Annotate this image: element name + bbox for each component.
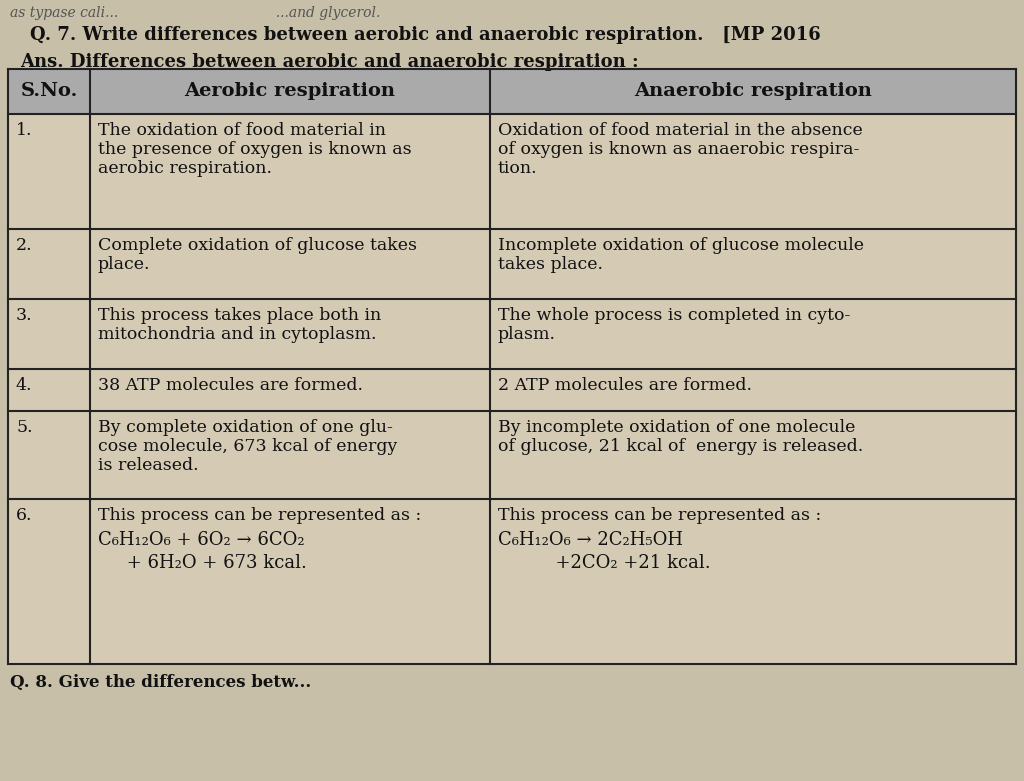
Text: takes place.: takes place. (498, 256, 603, 273)
Text: 1.: 1. (16, 122, 33, 139)
Text: C₆H₁₂O₆ + 6O₂ → 6CO₂: C₆H₁₂O₆ + 6O₂ → 6CO₂ (98, 531, 304, 549)
Text: 2.: 2. (16, 237, 33, 254)
Text: the presence of oxygen is known as: the presence of oxygen is known as (98, 141, 412, 158)
Text: C₆H₁₂O₆ → 2C₂H₅OH: C₆H₁₂O₆ → 2C₂H₅OH (498, 531, 683, 549)
Text: The oxidation of food material in: The oxidation of food material in (98, 122, 386, 139)
Text: Ans. Differences between aerobic and anaerobic respiration :: Ans. Differences between aerobic and ana… (20, 53, 639, 71)
Text: aerobic respiration.: aerobic respiration. (98, 160, 272, 177)
Bar (8, 114, 1016, 229)
Text: Anaerobic respiration: Anaerobic respiration (634, 83, 872, 101)
Text: Q. 8. Give the differences betw...: Q. 8. Give the differences betw... (10, 674, 311, 691)
Text: This process can be represented as :: This process can be represented as : (498, 507, 821, 524)
Text: tion.: tion. (498, 160, 538, 177)
Text: Q. 7. Write differences between aerobic and anaerobic respiration.   [MP 2016: Q. 7. Write differences between aerobic … (30, 26, 821, 44)
Text: S.No.: S.No. (20, 83, 78, 101)
Text: 3.: 3. (16, 307, 33, 324)
Text: By incomplete oxidation of one molecule: By incomplete oxidation of one molecule (498, 419, 855, 436)
Text: +2CO₂ +21 kcal.: +2CO₂ +21 kcal. (498, 554, 711, 572)
Text: Incomplete oxidation of glucose molecule: Incomplete oxidation of glucose molecule (498, 237, 864, 254)
Text: as typase cali...                                    ...and glycerol.: as typase cali... ...and glycerol. (10, 6, 380, 20)
Bar (8, 229, 1016, 299)
Text: Complete oxidation of glucose takes: Complete oxidation of glucose takes (98, 237, 417, 254)
Bar (8, 369, 1016, 411)
Text: The whole process is completed in cyto-: The whole process is completed in cyto- (498, 307, 850, 324)
Text: 4.: 4. (16, 377, 33, 394)
Text: This process can be represented as :: This process can be represented as : (98, 507, 421, 524)
Text: 2 ATP molecules are formed.: 2 ATP molecules are formed. (498, 377, 752, 394)
Bar (8, 499, 1016, 664)
Text: of glucose, 21 kcal of  energy is released.: of glucose, 21 kcal of energy is release… (498, 438, 863, 455)
Bar (8, 299, 1016, 369)
Text: mitochondria and in cytoplasm.: mitochondria and in cytoplasm. (98, 326, 377, 343)
Text: + 6H₂O + 673 kcal.: + 6H₂O + 673 kcal. (98, 554, 307, 572)
Text: Aerobic respiration: Aerobic respiration (184, 83, 395, 101)
Text: 5.: 5. (16, 419, 33, 436)
Bar (8, 411, 1016, 499)
Text: is released.: is released. (98, 457, 199, 474)
Text: cose molecule, 673 kcal of energy: cose molecule, 673 kcal of energy (98, 438, 397, 455)
Text: Oxidation of food material in the absence: Oxidation of food material in the absenc… (498, 122, 863, 139)
Text: 6.: 6. (16, 507, 33, 524)
Text: 38 ATP molecules are formed.: 38 ATP molecules are formed. (98, 377, 362, 394)
Bar (8, 69, 1016, 114)
Text: place.: place. (98, 256, 151, 273)
Text: of oxygen is known as anaerobic respira-: of oxygen is known as anaerobic respira- (498, 141, 859, 158)
Text: By complete oxidation of one glu-: By complete oxidation of one glu- (98, 419, 393, 436)
Text: This process takes place both in: This process takes place both in (98, 307, 381, 324)
Text: plasm.: plasm. (498, 326, 556, 343)
